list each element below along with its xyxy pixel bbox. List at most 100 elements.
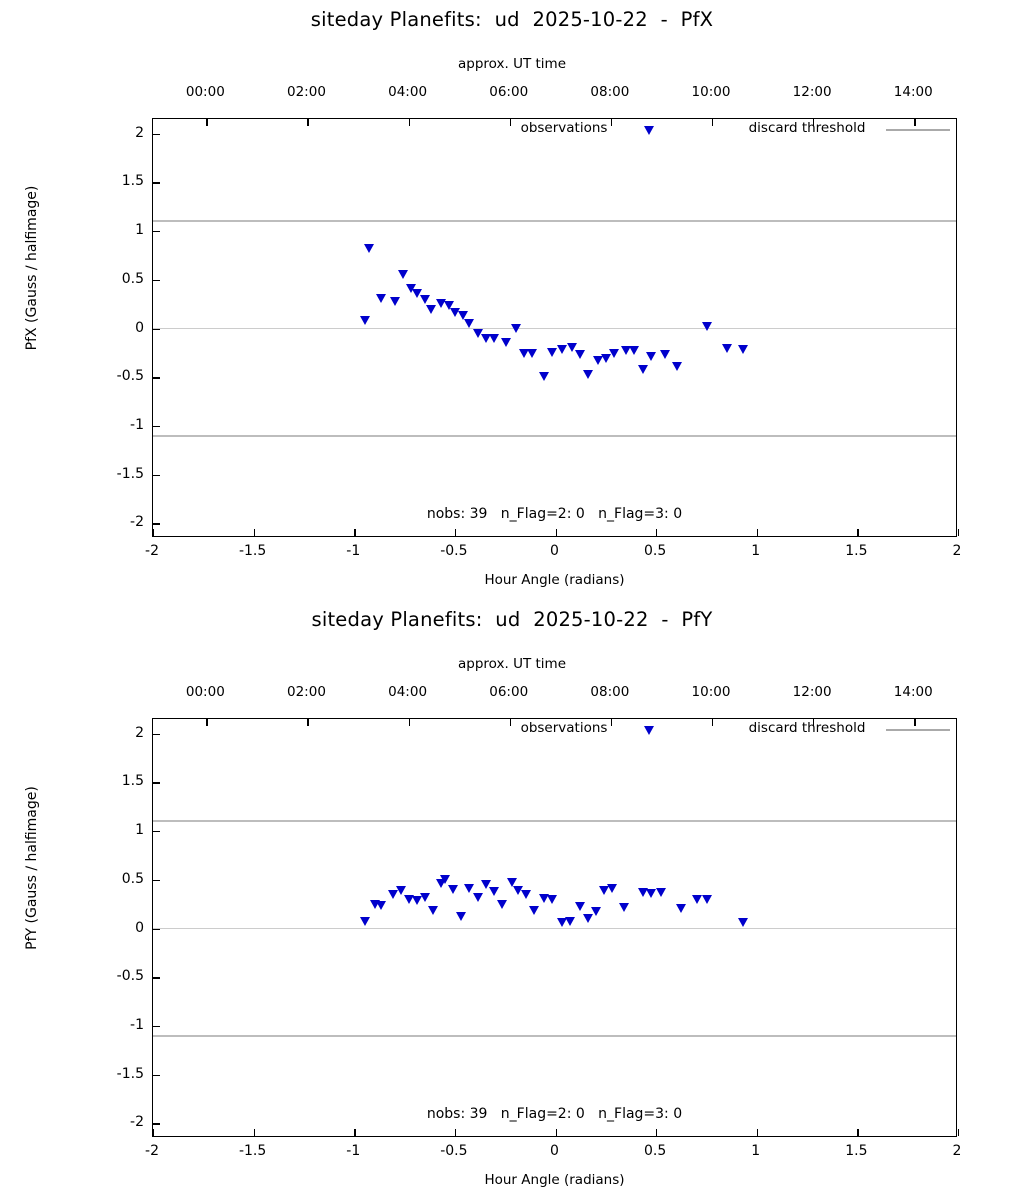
x-axis-tick-label: 0: [550, 543, 559, 559]
x-axis-tick: [958, 1129, 960, 1136]
data-point-marker: [637, 364, 648, 374]
y-axis-tick: [153, 1074, 160, 1076]
data-point-marker: [456, 911, 467, 921]
top-axis-tick-label: 02:00: [287, 84, 326, 100]
legend-label-observations: observations: [520, 720, 608, 736]
top-axis-tick-label: 08:00: [590, 84, 630, 100]
y-axis-tick: [153, 231, 160, 233]
y-axis-tick: [153, 182, 160, 184]
top-axis-tick-label: 12:00: [792, 684, 832, 700]
data-point-marker: [645, 889, 656, 899]
data-point-marker: [546, 348, 557, 358]
y-axis-tick: [153, 879, 160, 882]
y-axis-tick: [153, 328, 160, 330]
data-point-marker: [591, 906, 602, 916]
data-point-marker: [567, 343, 578, 353]
stats-annotation-pfx: nobs: 39 n_Flag=2: 0 n_Flag=3: 0: [426, 506, 683, 522]
y-axis-tick-label: 0.5: [121, 270, 144, 287]
data-point-marker: [538, 894, 549, 904]
x-axis-tick: [153, 529, 155, 536]
discard-threshold-line: [153, 220, 956, 223]
data-point-marker: [546, 894, 557, 904]
top-axis-tick: [813, 119, 815, 126]
top-axis-tick-label: 08:00: [590, 684, 630, 700]
y-tick-labels-pfx: -2 -1.5 -1 -0.5 0 0.5 1 1.5 2: [70, 118, 144, 537]
top-axis-tick: [711, 719, 714, 726]
y-axis-tick-label: -1.5: [116, 1065, 144, 1082]
legend-label-discard-threshold: discard threshold: [748, 120, 866, 136]
data-point-marker: [609, 348, 620, 358]
legend-down-triangle-icon: [644, 126, 654, 135]
top-axis-tick: [610, 719, 613, 726]
x-axis-tick-label: 1.5: [845, 1143, 868, 1159]
y-axis-tick: [153, 928, 160, 930]
data-point-marker: [440, 875, 451, 885]
x-axis-tick-label: -1: [346, 1143, 361, 1159]
discard-threshold-line: [153, 1034, 956, 1037]
y-axis-tick-label: -0.5: [116, 968, 144, 985]
top-axis-tick-label: 00:00: [185, 684, 225, 700]
data-point-marker: [599, 886, 610, 896]
data-point-marker: [464, 318, 475, 328]
data-point-marker: [575, 349, 586, 359]
data-point-marker: [583, 914, 594, 924]
data-point-marker: [738, 344, 749, 354]
top-axis-tick: [206, 719, 208, 726]
data-point-marker: [428, 905, 439, 915]
top-axis-tick-label: 10:00: [691, 684, 731, 700]
data-point-marker: [518, 348, 529, 358]
data-point-marker: [398, 270, 409, 280]
x-axis-title-pfx: Hour Angle (radians): [484, 572, 625, 588]
data-point-marker: [655, 887, 666, 897]
y-axis-tick: [153, 377, 160, 379]
x-axis-tick: [958, 529, 960, 536]
data-point-marker: [675, 903, 686, 913]
top-axis-tick: [711, 119, 714, 126]
panel-pfx: siteday Planefits: ud 2025-10-22 - PfX a…: [24, 8, 961, 588]
data-point-marker: [359, 916, 370, 926]
x-axis-tick-label: -0.5: [440, 543, 468, 559]
data-point-marker: [488, 333, 499, 343]
x-axis-tick: [253, 529, 255, 536]
data-point-marker: [575, 902, 586, 912]
legend-label-discard-threshold: discard threshold: [748, 720, 866, 736]
top-axis-tick: [914, 119, 916, 126]
x-axis-tick-label: 1: [751, 1143, 761, 1159]
data-point-marker: [671, 362, 682, 371]
top-axis-tick: [509, 119, 511, 126]
x-axis-tick-label: -1.5: [238, 1143, 267, 1159]
plot-area-pfx: [152, 118, 960, 537]
data-point-marker: [387, 890, 398, 900]
data-point-marker: [480, 333, 491, 343]
data-point-marker: [593, 355, 604, 365]
data-point-marker: [512, 886, 523, 896]
legend-down-triangle-icon: [644, 726, 654, 735]
x-axis-tick: [857, 1129, 859, 1136]
data-point-marker: [480, 880, 491, 890]
data-point-marker: [510, 324, 521, 333]
data-point-marker: [526, 348, 537, 358]
y-axis-tick-label: -0.5: [116, 368, 144, 385]
x-axis-tick-label: 0: [550, 1143, 559, 1159]
x-axis-tick: [354, 1129, 356, 1136]
y-axis-tick-label: -1: [130, 1016, 144, 1033]
y-axis-tick-label: -1.5: [116, 465, 144, 482]
top-axis-tick: [206, 119, 208, 126]
data-point-marker: [607, 884, 618, 894]
y-axis-tick: [153, 474, 160, 476]
top-axis-tick-label: 00:00: [185, 84, 225, 100]
y-axis-tick: [153, 279, 160, 282]
x-axis-tick: [454, 1129, 457, 1136]
stats-annotation-pfy: nobs: 39 n_Flag=2: 0 n_Flag=3: 0: [426, 1106, 683, 1122]
data-point-marker: [406, 284, 417, 294]
data-point-marker: [436, 299, 447, 309]
data-point-marker: [496, 899, 507, 909]
top-axis-tick-label: 06:00: [489, 84, 529, 100]
x-axis-tick: [857, 529, 859, 536]
legend-pfx: observations discard threshold: [152, 120, 957, 140]
data-point-marker: [565, 917, 576, 927]
top-axis-tick-label: 10:00: [691, 84, 731, 100]
x-axis-tick: [555, 1129, 557, 1136]
x-axis-tick-label: -0.5: [440, 1143, 468, 1159]
y-axis-tick-label: -2: [130, 514, 144, 531]
